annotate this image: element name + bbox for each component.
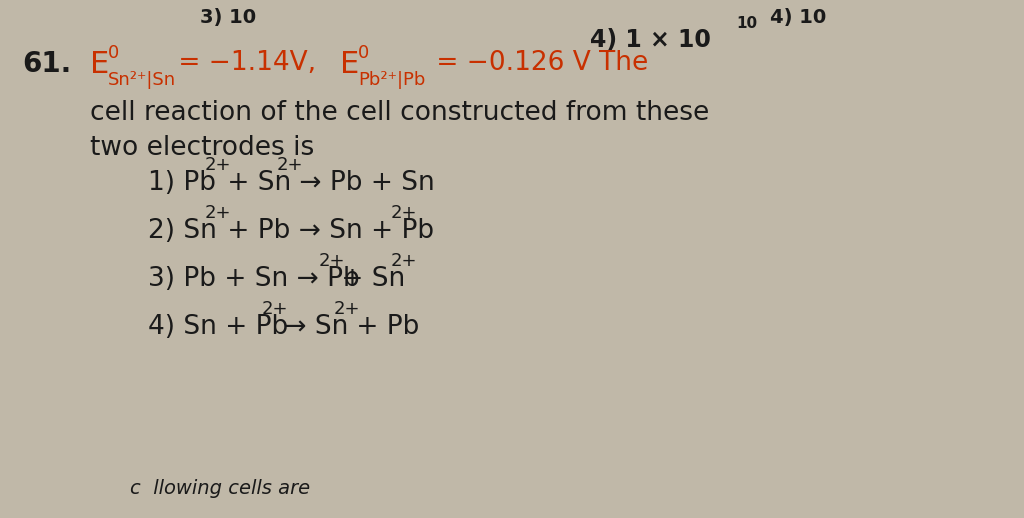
Text: 2+: 2+ [205,204,231,222]
Text: 3) 10: 3) 10 [200,8,256,27]
Text: 4) Sn + Pb: 4) Sn + Pb [148,314,288,340]
Text: = −0.126 V The: = −0.126 V The [428,50,648,76]
Text: two electrodes is: two electrodes is [90,135,314,161]
Text: 61.: 61. [22,50,72,78]
Text: 2+: 2+ [276,156,303,174]
Text: 0: 0 [358,44,370,62]
Text: → Pb + Sn: → Pb + Sn [291,170,434,196]
Text: + Pb: + Pb [347,314,419,340]
Text: 2+: 2+ [390,252,417,270]
Text: 2) Sn: 2) Sn [148,218,217,244]
Text: c  llowing cells are: c llowing cells are [130,479,310,498]
Text: 2+: 2+ [390,204,417,222]
Text: + Sn: + Sn [219,170,292,196]
Text: 4) 10: 4) 10 [770,8,826,27]
Text: 2+: 2+ [205,156,231,174]
Text: 0: 0 [108,44,119,62]
Text: + Pb → Sn + Pb: + Pb → Sn + Pb [219,218,434,244]
Text: cell reaction of the cell constructed from these: cell reaction of the cell constructed fr… [90,100,710,126]
Text: = −1.14V,: = −1.14V, [170,50,316,76]
Text: 1) Pb: 1) Pb [148,170,216,196]
Text: → Sn: → Sn [276,314,349,340]
Text: 10: 10 [736,16,757,31]
Text: 2+: 2+ [319,252,345,270]
Text: 2+: 2+ [333,300,359,318]
Text: E: E [340,50,359,79]
Text: 4) 1 × 10: 4) 1 × 10 [590,28,711,52]
Text: Pb²⁺|Pb: Pb²⁺|Pb [358,71,425,89]
Text: E: E [90,50,110,79]
Text: 2+: 2+ [262,300,289,318]
Text: Sn²⁺|Sn: Sn²⁺|Sn [108,71,176,89]
Text: + Sn: + Sn [333,266,406,292]
Text: 3) Pb + Sn → Pb: 3) Pb + Sn → Pb [148,266,359,292]
